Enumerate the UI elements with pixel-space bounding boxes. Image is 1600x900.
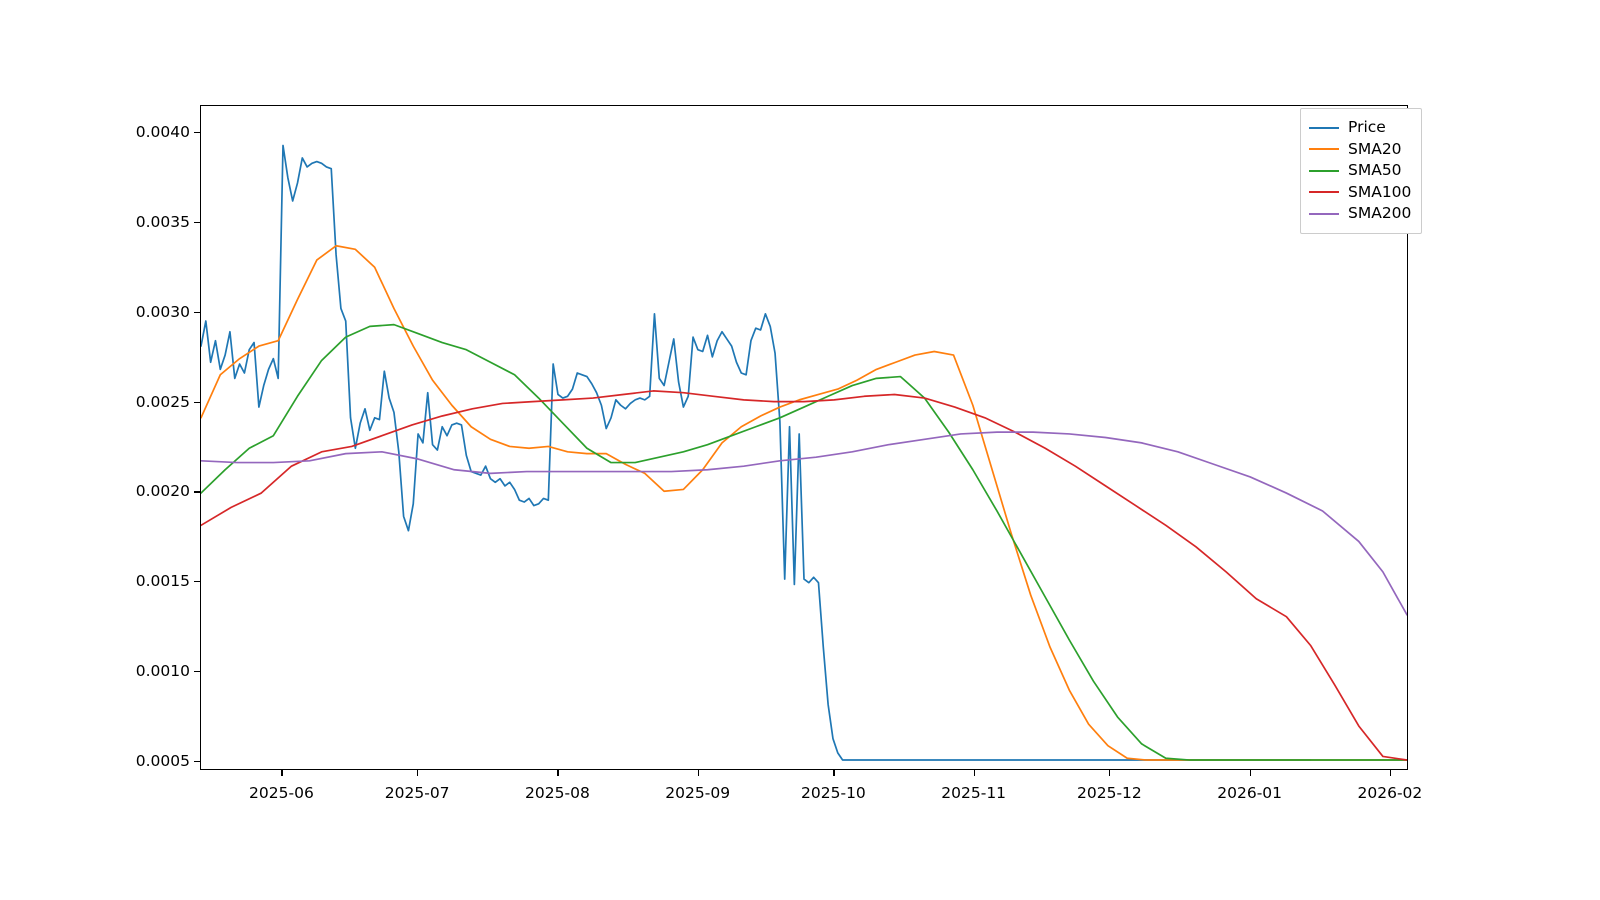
x-tick-mark (281, 770, 283, 776)
x-tick-label: 2025-07 (384, 784, 450, 802)
series-line-sma20 (201, 246, 1407, 760)
x-tick-mark (1249, 770, 1251, 776)
legend-swatch-sma50-icon (1309, 169, 1339, 172)
y-tick-label: 0.0015 (135, 572, 190, 591)
y-tick-label: 0.0025 (135, 392, 190, 411)
x-tick-label: 2025-06 (249, 784, 314, 802)
legend-swatch-sma200-icon (1309, 212, 1339, 215)
y-tick-mark (194, 401, 200, 403)
legend-swatch-sma100-icon (1309, 191, 1339, 194)
legend-item-sma50[interactable]: SMA50 (1309, 160, 1411, 182)
x-tick-mark (1389, 770, 1391, 776)
x-tick-mark (833, 770, 835, 776)
x-tick-label: 2025-11 (941, 784, 1007, 802)
x-tick-mark (697, 770, 699, 776)
y-tick-mark (194, 671, 200, 673)
y-tick-mark (194, 221, 200, 223)
x-tick-label: 2025-12 (1077, 784, 1142, 802)
series-line-sma50 (201, 325, 1407, 760)
legend-label: SMA20 (1348, 139, 1402, 158)
legend-swatch-price-icon (1309, 126, 1339, 129)
x-tick-label: 2026-02 (1357, 784, 1423, 802)
chart-legend: Price SMA20 SMA50 SMA100 SMA200 (1300, 108, 1423, 234)
series-line-sma200 (201, 432, 1407, 615)
legend-label: SMA200 (1348, 204, 1412, 222)
series-line-sma100 (201, 391, 1407, 760)
y-tick-label: 0.0005 (135, 752, 190, 770)
legend-item-sma100[interactable]: SMA100 (1309, 182, 1411, 204)
y-tick-mark (194, 491, 200, 493)
x-tick-mark (1109, 770, 1111, 776)
x-tick-mark (557, 770, 559, 776)
legend-item-price[interactable]: Price (1309, 117, 1411, 139)
series-line-price (201, 145, 1311, 760)
x-tick-label: 2026-01 (1217, 784, 1283, 802)
y-tick-label: 0.0020 (135, 482, 190, 501)
x-tick-mark (417, 770, 419, 776)
legend-label: SMA50 (1348, 161, 1402, 179)
legend-swatch-sma20-icon (1309, 148, 1339, 151)
series-lines (201, 106, 1407, 769)
y-tick-mark (194, 131, 200, 134)
y-tick-label: 0.0035 (135, 212, 190, 231)
legend-label: Price (1348, 118, 1386, 136)
legend-label: SMA100 (1348, 182, 1412, 201)
legend-item-sma200[interactable]: SMA200 (1309, 203, 1411, 225)
y-tick-label: 0.0040 (135, 122, 190, 141)
y-tick-mark (194, 311, 200, 313)
y-tick-mark (194, 581, 200, 583)
x-tick-label: 2025-09 (665, 784, 731, 802)
y-tick-label: 0.0030 (135, 302, 190, 321)
plot-area (200, 105, 1408, 770)
x-tick-label: 2025-08 (525, 784, 590, 802)
y-tick-label: 0.0010 (135, 662, 190, 681)
y-tick-mark (194, 761, 200, 763)
legend-item-sma20[interactable]: SMA20 (1309, 139, 1411, 161)
x-tick-mark (973, 770, 975, 776)
x-tick-label: 2025-10 (801, 784, 866, 802)
